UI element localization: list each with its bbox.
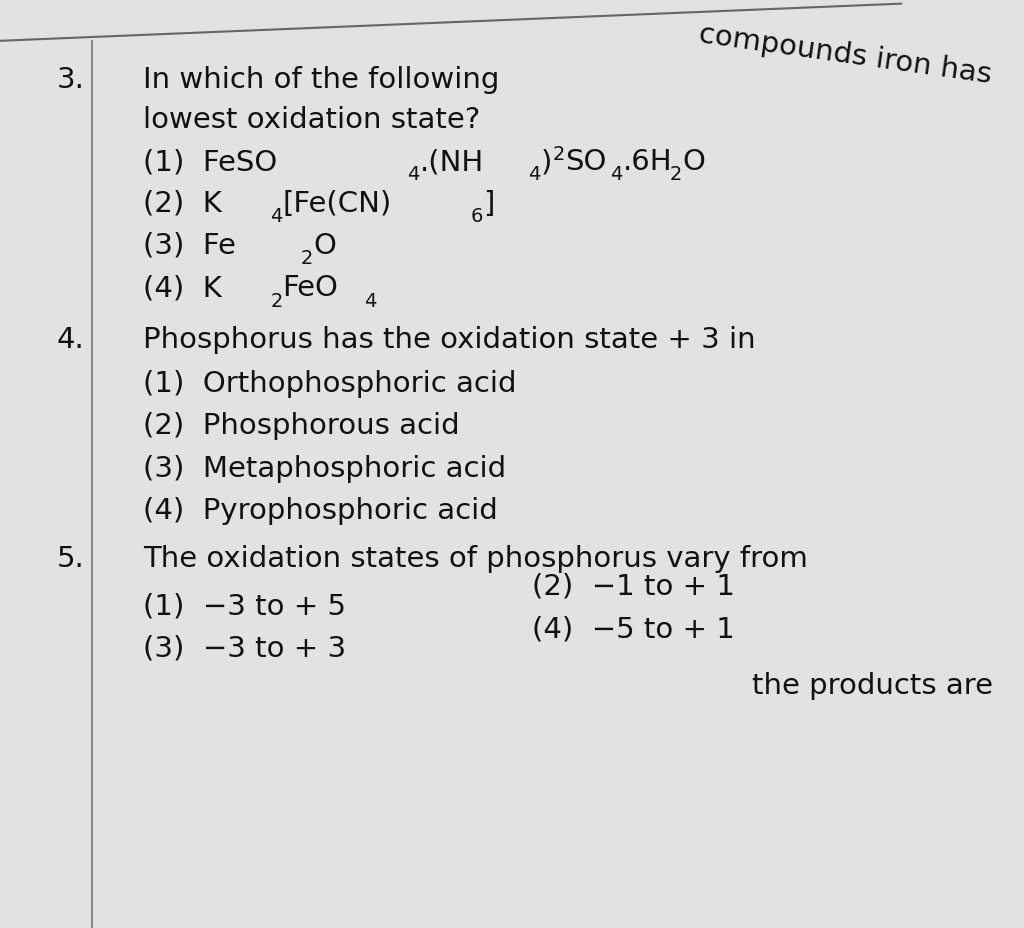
Text: (3)  Metaphosphoric acid: (3) Metaphosphoric acid: [143, 454, 507, 482]
Text: O: O: [313, 231, 336, 259]
Text: In which of the following: In which of the following: [143, 66, 500, 94]
Text: Phosphorus has the oxidation state + 3 in: Phosphorus has the oxidation state + 3 i…: [143, 326, 756, 354]
Text: ]: ]: [483, 189, 495, 217]
Text: 4: 4: [270, 207, 283, 226]
Text: (1)  FeSO: (1) FeSO: [143, 148, 278, 175]
Text: 5.: 5.: [56, 544, 84, 572]
Text: compounds iron has: compounds iron has: [696, 20, 993, 89]
Text: (2)  K: (2) K: [143, 189, 222, 217]
Text: 6: 6: [471, 207, 483, 226]
Text: the products are: the products are: [753, 671, 993, 699]
Text: (1)  Orthophosphoric acid: (1) Orthophosphoric acid: [143, 369, 517, 397]
Text: 2: 2: [270, 291, 283, 310]
Text: 4.: 4.: [56, 326, 84, 354]
Text: FeO: FeO: [283, 274, 339, 302]
Text: 2: 2: [553, 145, 565, 163]
Text: (3)  Fe: (3) Fe: [143, 231, 237, 259]
Text: (1)  −3 to + 5: (1) −3 to + 5: [143, 592, 346, 620]
Text: (4)  K: (4) K: [143, 274, 222, 302]
Text: 4: 4: [610, 165, 623, 184]
Text: [Fe(CN): [Fe(CN): [283, 189, 392, 217]
Text: lowest oxidation state?: lowest oxidation state?: [143, 106, 480, 134]
Text: 4: 4: [365, 291, 377, 310]
Text: 2: 2: [670, 165, 682, 184]
Text: .6H: .6H: [623, 148, 672, 175]
Text: SO: SO: [565, 148, 606, 175]
Text: O: O: [682, 148, 705, 175]
Text: (4)  −5 to + 1: (4) −5 to + 1: [532, 614, 735, 642]
Text: (2)  −1 to + 1: (2) −1 to + 1: [532, 572, 735, 599]
Text: 4: 4: [528, 165, 541, 184]
Text: The oxidation states of phosphorus vary from: The oxidation states of phosphorus vary …: [143, 544, 808, 572]
Text: 3.: 3.: [56, 66, 84, 94]
Text: (4)  Pyrophosphoric acid: (4) Pyrophosphoric acid: [143, 496, 498, 524]
Text: ): ): [541, 148, 552, 175]
Text: 4: 4: [408, 165, 420, 184]
Text: .(NH: .(NH: [420, 148, 484, 175]
Text: 2: 2: [301, 249, 313, 267]
Text: (2)  Phosphorous acid: (2) Phosphorous acid: [143, 411, 460, 439]
Text: (3)  −3 to + 3: (3) −3 to + 3: [143, 634, 346, 662]
